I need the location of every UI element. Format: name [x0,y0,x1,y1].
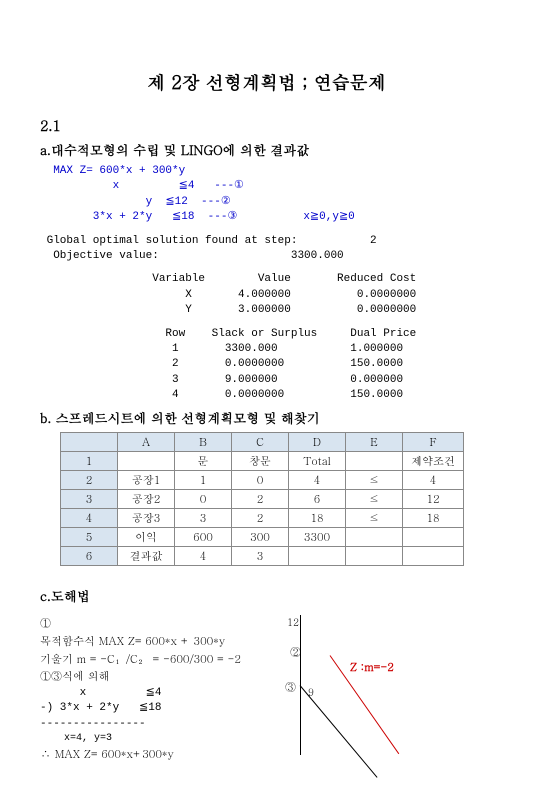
table-row: 1 문 창문 Total 제약조건 [61,452,464,471]
table-cell: 창문 [232,452,289,471]
table-cell: ≤ [346,471,403,490]
graph-line-2: 목적함수식 MAX Z= 600*x + 300*y [40,633,270,651]
page-title: 제 2장 선형계획법 ; 연습문제 [40,70,493,95]
graph-line-6: -) 3*x + 2*y ≦18 [40,701,270,716]
table-cell: 4 [403,471,464,490]
solution-header-vars: Variable Value Reduced Cost [40,272,493,287]
table-cell: 3300 [289,528,346,547]
table-cell: C [232,433,289,452]
solution-line-1: Global optimal solution found at step: 2 [40,234,493,249]
table-cell: 5 [61,528,118,547]
table-cell: 4 [289,471,346,490]
table-cell: 4 [61,509,118,528]
graph-line-8: x=4, y=3 [40,732,270,746]
table-cell [61,433,118,452]
table-cell: 공장3 [118,509,175,528]
model-constraint-2: y ≦12 ---② [40,195,493,210]
spreadsheet-table: A B C D E F 1 문 창문 Total 제약조건 2 공장1 1 0 … [60,432,464,566]
table-cell: 결과값 [118,547,175,566]
table-cell: 0 [232,471,289,490]
table-cell: 2 [232,509,289,528]
subsection-b: b. 스프레드시트에 의한 선형계획모형 및 해찾기 [40,408,493,427]
table-cell: 3 [61,490,118,509]
table-cell: 이익 [118,528,175,547]
subsection-c: c.도해법 [40,586,493,605]
axis-label-12: 12 [287,615,299,629]
model-constraint-1: x ≦4 ---① [40,179,493,194]
table-cell [289,547,346,566]
axis-label-3: ③ [285,680,296,695]
graph-line-5: x ≦4 [40,686,270,701]
table-row: 5 이익 600 300 3300 [61,528,464,547]
table-cell: 6 [61,547,118,566]
subsection-a: a.대수적모형의 수립 및 LINGO에 의한 결과값 [40,140,493,159]
solution-header-rows: Row Slack or Surplus Dual Price [40,327,493,342]
table-cell: A [118,433,175,452]
solution-var-y: Y 3.000000 0.0000000 [40,303,493,318]
table-cell: F [403,433,464,452]
model-constraint-3: 3*x + 2*y ≦18 ---③ x≧0,y≧0 [40,210,493,225]
graph-line-4: ①③식에 의해 [40,668,270,686]
graph-line-3: 기울기 m = -C₁/C₂ = -600/300 = -2 [40,651,270,669]
table-cell: 공장2 [118,490,175,509]
table-cell: 제약조건 [403,452,464,471]
axis-label-z: Z :m=-2 [350,660,394,675]
table-cell [118,452,175,471]
model-objective: MAX Z= 600*x + 300*y [40,164,493,179]
table-cell: D [289,433,346,452]
solution-row-3: 3 9.000000 0.000000 [40,373,493,388]
table-cell: 12 [403,490,464,509]
table-cell: 1 [175,471,232,490]
table-cell: 1 [61,452,118,471]
table-cell: Total [289,452,346,471]
solution-row-2: 2 0.0000000 150.0000 [40,357,493,372]
table-cell: B [175,433,232,452]
table-row: 2 공장1 1 0 4 ≤ 4 [61,471,464,490]
table-cell: 2 [61,471,118,490]
table-cell: 6 [289,490,346,509]
table-cell [346,547,403,566]
solution-row-4: 4 0.0000000 150.0000 [40,388,493,403]
graph-line-7: ---------------- [40,717,270,732]
table-cell: 2 [232,490,289,509]
graph-line-1: ① [40,615,270,633]
table-cell: E [346,433,403,452]
table-cell: 3 [175,509,232,528]
section-number: 2.1 [40,115,493,135]
table-cell: ≤ [346,490,403,509]
table-cell: 문 [175,452,232,471]
table-cell [403,528,464,547]
graph-left-text: ① 목적함수식 MAX Z= 600*x + 300*y 기울기 m = -C₁… [40,615,270,763]
table-cell: 3 [232,547,289,566]
table-cell: 18 [289,509,346,528]
solution-line-2: Objective value: 3300.000 [40,249,493,264]
table-row: 4 공장3 3 2 18 ≤ 18 [61,509,464,528]
table-cell [346,452,403,471]
table-cell: 18 [403,509,464,528]
graph-line-9: ∴ MAX Z= 600*x+300*y [40,746,270,764]
table-row: 3 공장2 0 2 6 ≤ 12 [61,490,464,509]
table-cell: 공장1 [118,471,175,490]
table-cell: ≤ [346,509,403,528]
graph-block: ① 목적함수식 MAX Z= 600*x + 300*y 기울기 m = -C₁… [40,615,493,765]
table-cell: 0 [175,490,232,509]
table-row: 6 결과값 4 3 [61,547,464,566]
solution-row-1: 1 3300.000 1.000000 [40,342,493,357]
table-cell [346,528,403,547]
graph-plot: 12 ② Z :m=-2 ③ 9 [290,615,490,755]
table-header-row: A B C D E F [61,433,464,452]
axis-label-2: ② [290,645,301,660]
table-cell [403,547,464,566]
table-cell: 300 [232,528,289,547]
solution-var-x: X 4.000000 0.0000000 [40,288,493,303]
table-cell: 600 [175,528,232,547]
constraint-line [300,686,378,779]
table-cell: 4 [175,547,232,566]
